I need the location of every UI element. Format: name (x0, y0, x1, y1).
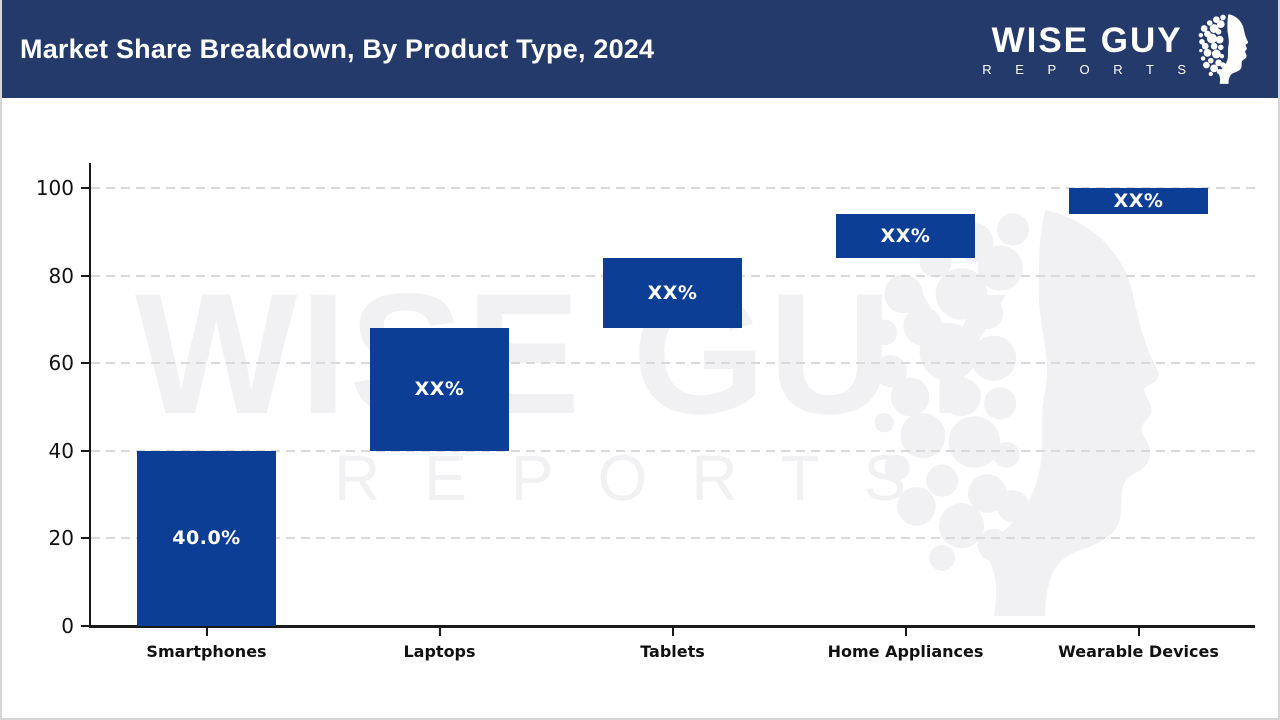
x-tick-mark-0 (205, 628, 208, 636)
y-tick-mark-0 (81, 625, 89, 627)
x-tick-mark-2 (671, 628, 674, 636)
x-category-label: Wearable Devices (1058, 642, 1219, 661)
y-tick-label-20: 20 (48, 526, 74, 551)
bar-value-label: XX% (880, 225, 931, 248)
y-tick-mark-60 (81, 362, 89, 365)
x-category-label: Home Appliances (827, 642, 984, 661)
brand-name: WISE GUY (991, 20, 1183, 60)
y-tick-label-80: 80 (48, 263, 74, 288)
y-tick-label-60: 60 (48, 351, 74, 376)
bar-laptops: XX% (369, 328, 510, 451)
bar-value-label: 40.0% (172, 527, 241, 550)
gridline-20 (91, 537, 1255, 540)
y-tick-label-100: 100 (35, 175, 74, 200)
y-tick-mark-40 (81, 449, 89, 452)
watermark-text: WISE GUY (135, 258, 1012, 450)
wiseguy-head-icon (1192, 13, 1254, 85)
watermark-subtext: REPORTS (334, 442, 951, 514)
x-axis-line (89, 625, 1255, 628)
page-title: Market Share Breakdown, By Product Type,… (20, 33, 655, 64)
bar-home-appliances: XX% (835, 214, 976, 259)
header: Market Share Breakdown, By Product Type,… (0, 0, 1280, 98)
y-tick-label-40: 40 (48, 438, 74, 463)
y-tick-mark-20 (81, 537, 89, 540)
y-tick-mark-80 (81, 274, 89, 277)
y-axis-line (89, 163, 91, 626)
y-tick-label-0: 0 (61, 614, 74, 638)
y-tick-mark-100 (81, 186, 89, 189)
brand-logo: WISE GUY R E P O R T S (978, 13, 1254, 85)
x-tick-mark-1 (438, 628, 441, 636)
brand-logo-text: WISE GUY R E P O R T S (978, 23, 1196, 76)
brand-subname: R E P O R T S (982, 61, 1196, 77)
gridline-60 (91, 362, 1255, 365)
gridline-40 (91, 449, 1255, 452)
bar-smartphones: 40.0% (136, 450, 277, 626)
x-category-label: Laptops (403, 642, 476, 661)
gridline-100 (91, 186, 1255, 189)
x-category-label: Smartphones (146, 642, 267, 661)
plot-area: 0 20 40 60 80 100 40.0% Smartphones XX% Laptops XX… (36, 163, 1255, 661)
bar-value-label: XX% (414, 378, 465, 401)
bar-tablets: XX% (602, 258, 743, 329)
bar-value-label: XX% (647, 282, 698, 305)
x-tick-mark-4 (1137, 628, 1140, 636)
x-category-label: Tablets (640, 642, 705, 661)
x-tick-mark-3 (904, 628, 907, 636)
bar-value-label: XX% (1113, 190, 1164, 213)
bar-wearable-devices: XX% (1068, 187, 1209, 215)
